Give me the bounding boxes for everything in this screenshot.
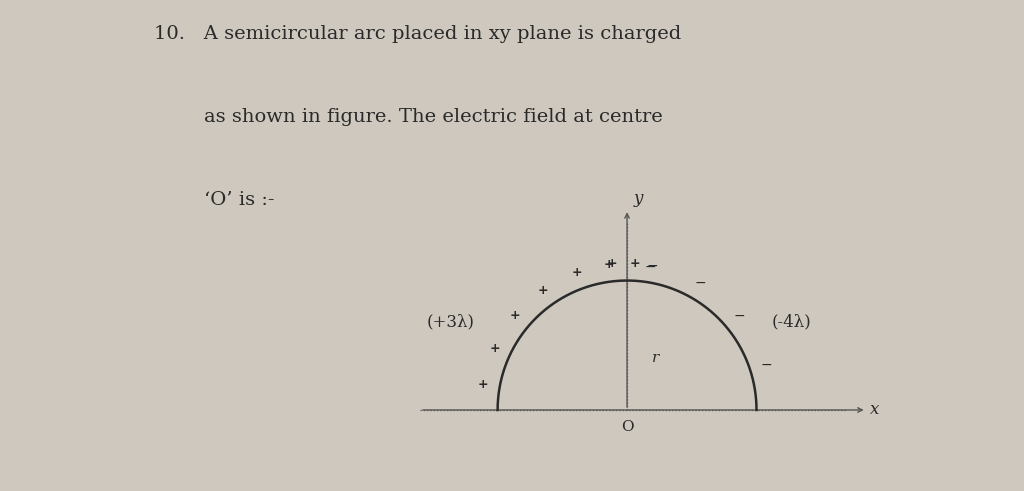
Text: as shown in figure. The electric field at centre: as shown in figure. The electric field a…	[154, 108, 663, 126]
Text: ‘O’ is :-: ‘O’ is :-	[154, 191, 274, 210]
Text: 10.   A semicircular arc placed in xy plane is charged: 10. A semicircular arc placed in xy plan…	[154, 25, 681, 43]
Text: −: −	[644, 260, 656, 274]
Text: +: +	[489, 342, 500, 355]
Text: −: −	[733, 309, 744, 323]
Text: x: x	[870, 402, 880, 418]
Text: (-4λ): (-4λ)	[772, 313, 812, 330]
Text: −: −	[646, 259, 658, 273]
Text: r: r	[652, 351, 659, 365]
Text: +: +	[630, 257, 640, 270]
Text: +: +	[571, 266, 583, 279]
Text: +: +	[606, 257, 616, 270]
Text: +: +	[477, 378, 488, 391]
Text: −: −	[761, 358, 772, 372]
Text: +: +	[538, 284, 549, 297]
Text: +: +	[510, 309, 520, 323]
Text: +: +	[604, 258, 614, 272]
Text: −: −	[694, 276, 706, 290]
Text: (+3λ): (+3λ)	[426, 313, 474, 330]
Text: O: O	[621, 420, 634, 435]
Text: y: y	[634, 190, 643, 207]
